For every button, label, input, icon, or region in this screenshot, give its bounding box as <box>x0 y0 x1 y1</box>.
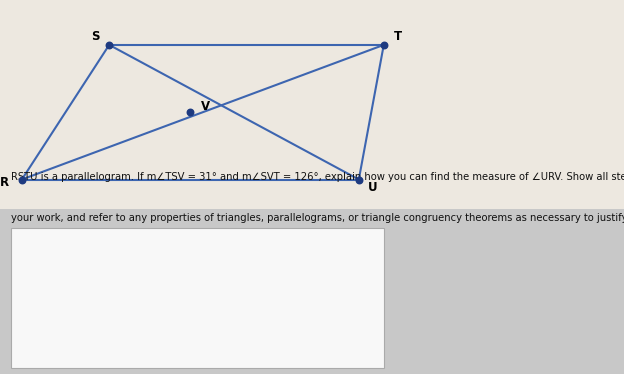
Text: V: V <box>202 100 210 113</box>
Point <box>17 177 27 183</box>
Bar <box>11 228 384 368</box>
Text: R: R <box>0 176 9 189</box>
Point <box>185 109 195 115</box>
Text: response.: response. <box>11 254 60 264</box>
Point <box>354 177 364 183</box>
Bar <box>0 0 624 209</box>
Text: T: T <box>393 30 402 43</box>
Text: your work, and refer to any properties of triangles, parallelograms, or triangle: your work, and refer to any properties o… <box>11 213 624 223</box>
Text: RSTU is a parallelogram. If m∠TSV = 31° and m∠SVT = 126°, explain how you can fi: RSTU is a parallelogram. If m∠TSV = 31° … <box>11 172 624 182</box>
Point <box>104 42 114 48</box>
Text: U: U <box>368 181 378 194</box>
Text: S: S <box>91 30 100 43</box>
Point <box>379 42 389 48</box>
